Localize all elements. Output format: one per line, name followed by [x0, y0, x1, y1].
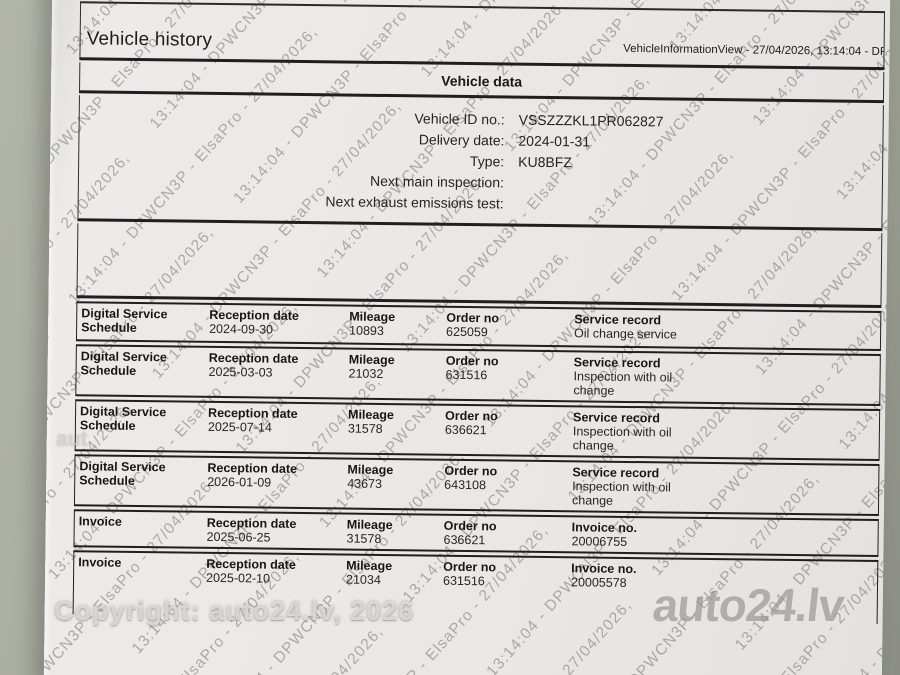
record-order-no: Order no 631516 [445, 353, 499, 383]
record-reception-date: Reception date 2024-09-30 [209, 307, 299, 337]
document-header: Vehicle history VehicleInformationView -… [79, 1, 886, 71]
auto24-brand-watermark: auto24.lv [650, 579, 847, 631]
field-label: Next exhaust emissions test: [325, 193, 504, 212]
field-value [518, 194, 882, 219]
service-records-table: Digital Service Schedule Reception date 2… [72, 301, 882, 625]
record-mileage: Mileage 31578 [347, 407, 395, 436]
section-title-label: Vehicle data [441, 72, 523, 90]
empty-section [76, 223, 883, 309]
record-detail: Service record Inspection with oil change [573, 355, 673, 398]
record-detail: Invoice no. 20006755 [571, 520, 638, 549]
auto24-watermark-fragment: aut [56, 428, 88, 451]
record-category: Digital Service Schedule [80, 349, 168, 378]
record-detail: Service record Oil change service [574, 312, 677, 342]
vehicle-history-document: Vehicle history VehicleInformationView -… [72, 1, 886, 625]
record-order-no: Order no 625059 [446, 310, 500, 340]
record-category: Digital Service Schedule [79, 459, 166, 488]
record-mileage: Mileage 10893 [349, 309, 396, 338]
auto24-copyright-watermark: Copyright: auto24.lv, 2026 [54, 596, 415, 626]
service-record-row: Digital Service Schedule Reception date 2… [73, 454, 880, 517]
record-category: Digital Service Schedule [79, 404, 167, 433]
service-record-row: Digital Service Schedule Reception date 2… [75, 344, 881, 407]
record-reception-date: Reception date 2025-07-14 [207, 405, 298, 435]
record-reception-date: Reception date 2025-03-03 [208, 350, 299, 380]
record-order-no: Order no 636621 [444, 408, 498, 438]
record-order-no: Order no 643108 [444, 463, 498, 493]
record-mileage: Mileage 43673 [347, 462, 394, 491]
record-category: Invoice [78, 514, 122, 529]
record-mileage: Mileage 21032 [348, 352, 395, 381]
record-mileage: Mileage 31578 [346, 517, 393, 546]
record-detail: Service record Inspection with oil change [571, 465, 671, 508]
invoice-record-row: Invoice Reception date 2025-06-25 Mileage… [73, 509, 879, 558]
record-detail: Service record Inspection with oil change [572, 410, 672, 453]
record-order-no: Order no 636621 [443, 518, 497, 548]
service-record-row: Digital Service Schedule Reception date 2… [74, 399, 881, 462]
record-order-no: Order no 631516 [442, 559, 497, 589]
record-reception-date: Reception date 2026-01-09 [207, 460, 298, 490]
record-category: Invoice [78, 555, 122, 570]
service-record-row: Digital Service Schedule Reception date 2… [75, 301, 882, 352]
vehicle-data-fields: Vehicle ID no.: VSSZZZKL1PR062827 Delive… [77, 95, 884, 232]
paper-sheet: 13:14:04 - DPWCN3P - ElsaPro - 27/04/202… [43, 0, 891, 675]
record-reception-date: Reception date 2025-06-25 [206, 515, 297, 545]
record-category: Digital Service Schedule [81, 306, 168, 335]
header-meta: VehicleInformationView - 27/04/2026, 13:… [623, 42, 886, 59]
page-title: Vehicle history [86, 28, 213, 51]
